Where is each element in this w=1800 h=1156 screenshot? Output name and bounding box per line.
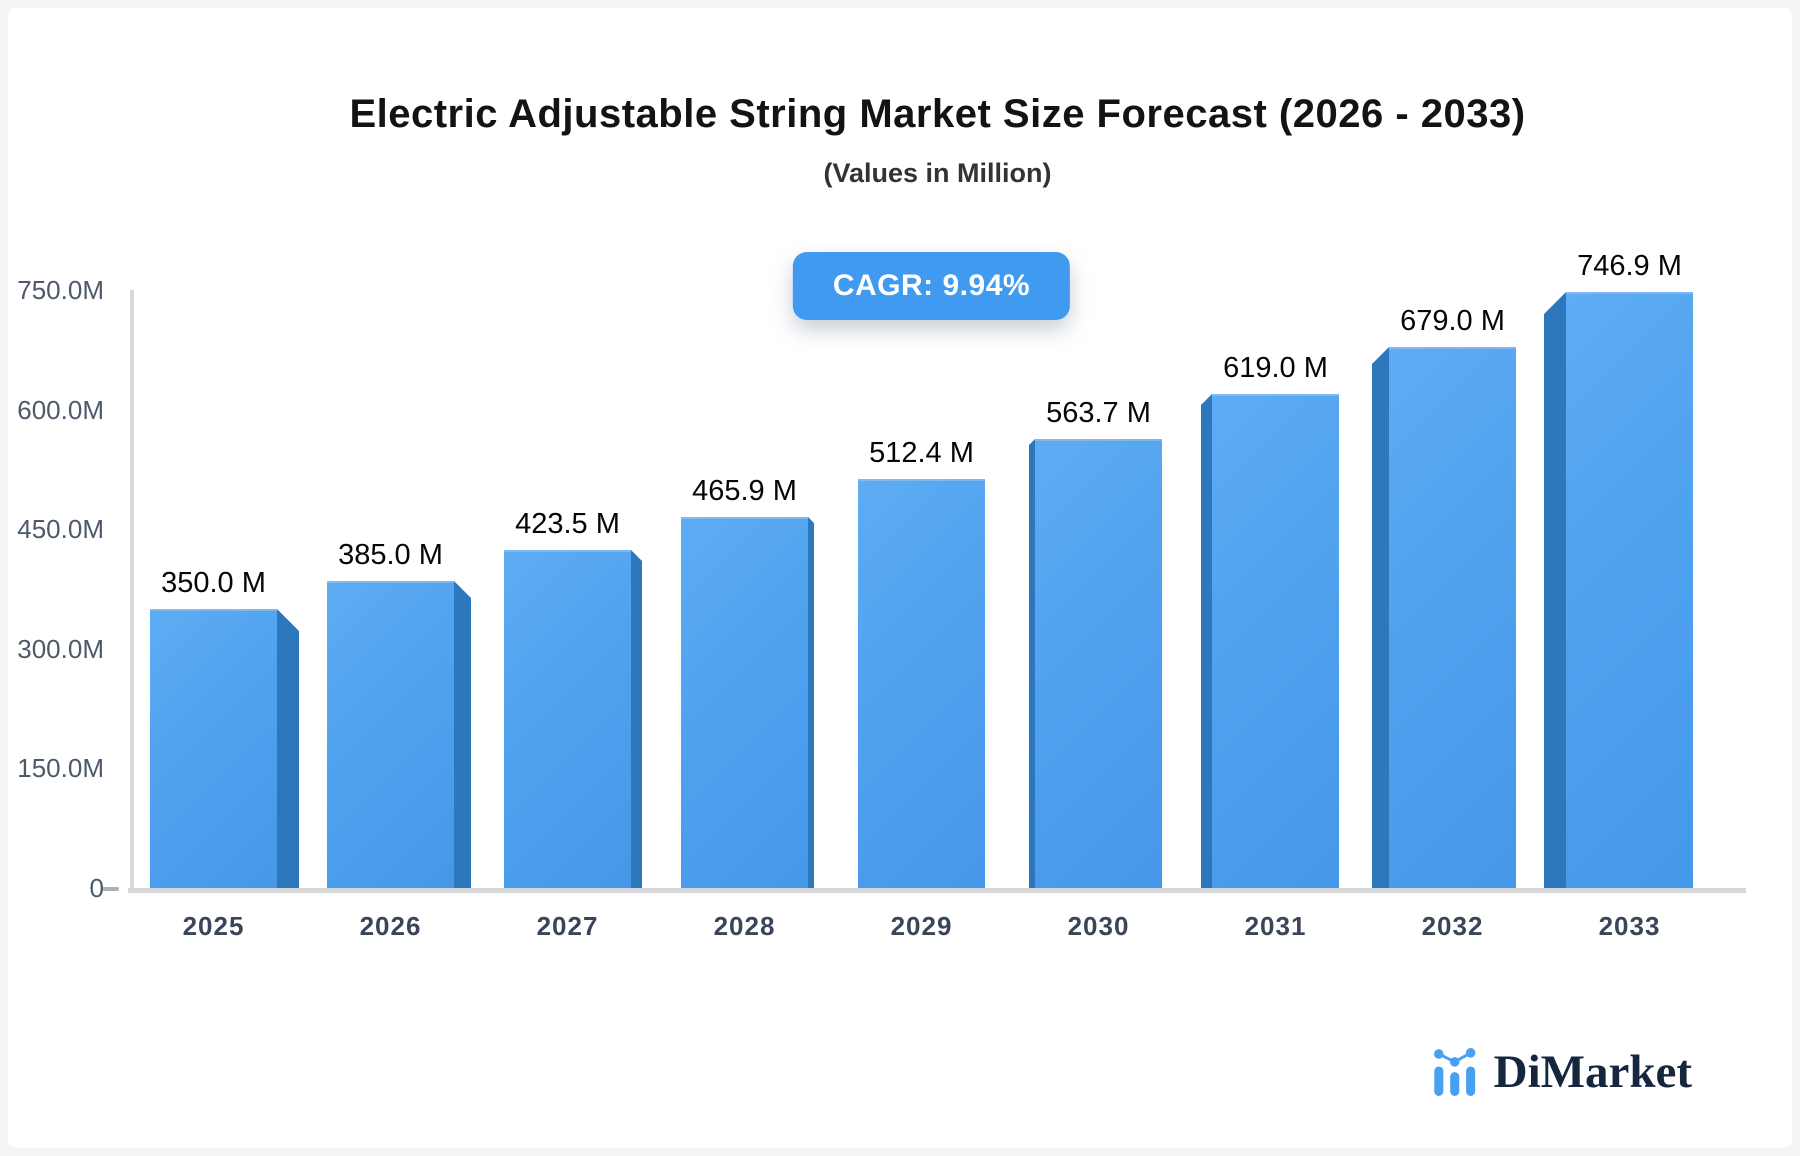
bar-face: [1566, 292, 1693, 888]
x-axis-line: [128, 888, 1746, 893]
bar-face: [858, 479, 985, 888]
y-tick-label: 300.0M: [17, 633, 104, 664]
x-tick-label: 2028: [713, 911, 776, 941]
bar-side-shade: [1544, 292, 1566, 888]
y-tick-label: 0: [89, 873, 104, 903]
y-tick-label: 150.0M: [17, 753, 104, 784]
y-tick-label: 600.0M: [17, 394, 104, 425]
chart-subtitle: (Values in Million): [823, 158, 1052, 188]
cagr-badge-label: CAGR: 9.94%: [832, 269, 1031, 302]
bar-face: [504, 550, 631, 888]
bar-side-shade: [1372, 347, 1389, 888]
x-tick-label: 2031: [1244, 911, 1307, 941]
x-tick-label: 2027: [536, 911, 599, 941]
bar-value-label: 385.0 M: [338, 539, 443, 571]
bar-value-label: 619.0 M: [1223, 352, 1328, 384]
y-tick-label: 750.0M: [17, 275, 104, 305]
bar-side-shade: [277, 609, 299, 888]
bar-value-label: 423.5 M: [515, 508, 620, 540]
bar-2027: [504, 550, 642, 888]
bar-face: [1212, 394, 1339, 888]
bar-2033: [1544, 292, 1693, 888]
bar-2030: [1029, 439, 1162, 888]
bar-value-label: 350.0 M: [161, 567, 266, 599]
bar-side-shade: [631, 550, 642, 888]
y-axis-line: [130, 290, 134, 889]
bar-side-shade: [1201, 394, 1212, 888]
bar-face: [327, 581, 454, 888]
y-tick-label: 450.0M: [17, 514, 104, 545]
bar-2025: [150, 609, 299, 888]
chart-title: Electric Adjustable String Market Size F…: [349, 92, 1526, 136]
bar-2031: [1201, 394, 1339, 888]
bar-face: [1389, 347, 1516, 888]
cagr-badge: CAGR: 9.94%: [792, 252, 1071, 320]
bar-2026: [327, 581, 471, 888]
x-tick-label: 2025: [182, 911, 245, 941]
bar-value-label: 746.9 M: [1577, 250, 1682, 282]
zero-tick-mark: [102, 887, 119, 891]
bar-value-label: 512.4 M: [869, 437, 974, 469]
x-tick-label: 2033: [1598, 911, 1661, 941]
bar-side-shade: [808, 517, 814, 888]
bar-2029: [858, 479, 985, 888]
bar-value-label: 465.9 M: [692, 475, 797, 507]
x-tick-label: 2030: [1067, 911, 1130, 941]
bar-side-shade: [1029, 439, 1035, 888]
bar-face: [681, 517, 808, 888]
bar-2032: [1372, 347, 1516, 888]
chart-card: Electric Adjustable String Market Size F…: [8, 8, 1792, 1148]
bar-side-shade: [454, 581, 471, 888]
bar-2028: [681, 517, 814, 888]
chart-plot: Electric Adjustable String Market Size F…: [8, 8, 1792, 1148]
bar-value-label: 679.0 M: [1400, 305, 1505, 337]
x-tick-label: 2026: [359, 911, 422, 941]
x-tick-label: 2032: [1421, 911, 1484, 941]
bar-face: [150, 609, 277, 888]
brand-name: DiMarket: [1493, 1046, 1692, 1098]
mini-bar-chart-with-trend-dots-icon: [1433, 1048, 1476, 1096]
brand-logo: DiMarket: [1433, 1046, 1692, 1098]
bar-value-label: 563.7 M: [1046, 397, 1151, 429]
bar-face: [1035, 439, 1162, 888]
x-tick-label: 2029: [890, 911, 953, 941]
